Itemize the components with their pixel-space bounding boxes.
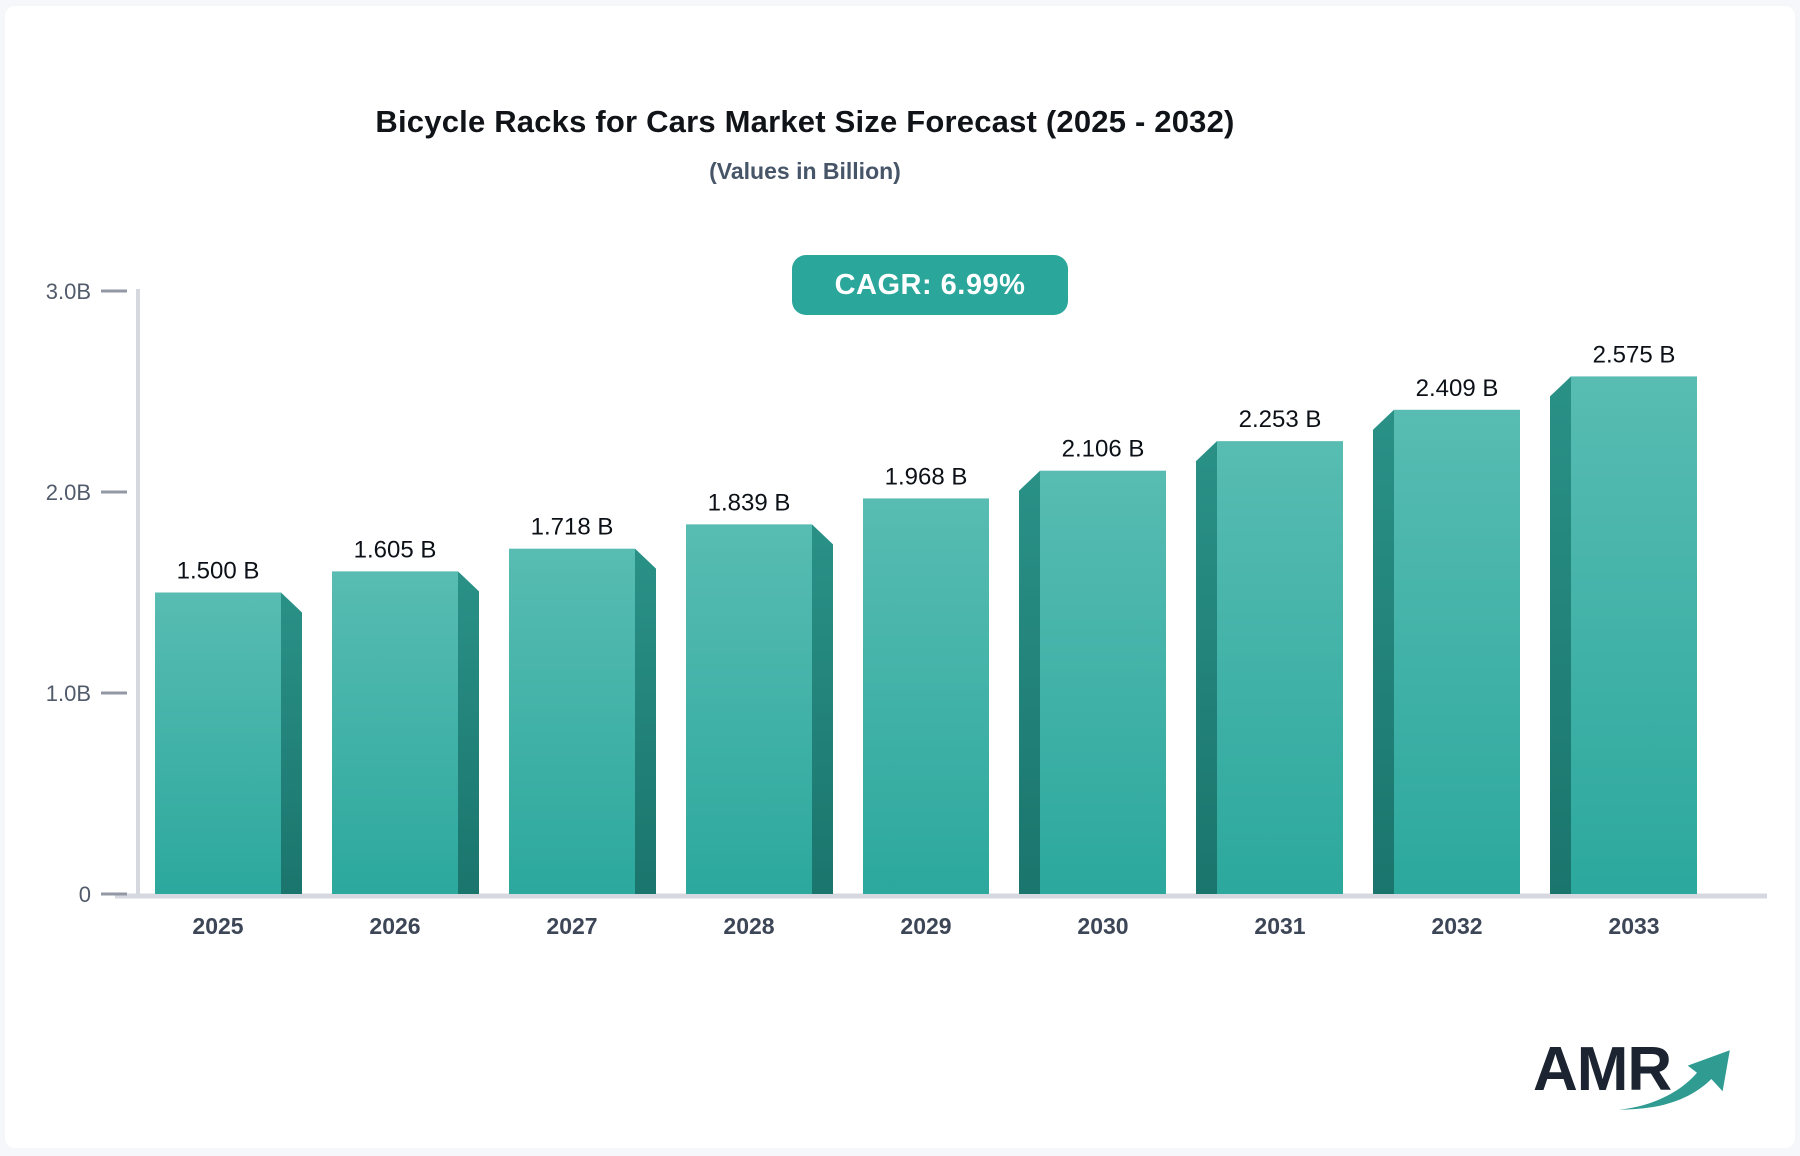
bar-side-2026 — [458, 571, 479, 894]
bar-2029 — [863, 498, 989, 894]
bar-value-label: 1.605 B — [354, 536, 437, 563]
x-axis-label: 2031 — [1254, 913, 1305, 939]
amr-logo-text: AMR — [1533, 1035, 1672, 1104]
bar-2027 — [509, 548, 635, 894]
bar-2032 — [1394, 409, 1520, 894]
x-axis-label: 2032 — [1431, 913, 1482, 939]
bars-group — [155, 376, 1697, 894]
bar-value-label: 1.968 B — [885, 463, 968, 490]
bar-2033 — [1571, 376, 1697, 894]
bar-value-label: 2.253 B — [1239, 406, 1322, 433]
bar-2030 — [1040, 470, 1166, 894]
x-axis-labels-group: 2025 2026 2027 2028 2029 2030 2031 2032 2033 — [192, 913, 1659, 939]
x-axis-label: 2028 — [723, 913, 774, 939]
amr-logo: AMR — [1533, 1034, 1763, 1129]
bar-2028 — [686, 524, 812, 894]
growth-arrow-icon — [1619, 1050, 1730, 1110]
bar-side-2033 — [1550, 376, 1571, 894]
bar-chart: 0 1.0B 2.0B 3.0B 1.500 B 1.605 B 1.718 B 1.839… — [46, 279, 1767, 939]
x-axis-label: 2027 — [546, 913, 597, 939]
chart-header: Bicycle Racks for Cars Market Size Forec… — [5, 104, 1605, 185]
y-tick-label: 1.0B — [46, 681, 91, 706]
chart-card: Bicycle Racks for Cars Market Size Forec… — [5, 6, 1795, 1148]
x-axis-label: 2025 — [192, 913, 243, 939]
bar-value-label: 1.839 B — [708, 489, 791, 516]
bar-side-2031 — [1196, 441, 1217, 894]
y-tick-label: 2.0B — [46, 480, 91, 505]
bar-value-label: 1.500 B — [177, 558, 260, 585]
y-tick-label: 3.0B — [46, 279, 91, 304]
bar-2025 — [155, 592, 281, 894]
value-labels-group: 1.500 B 1.605 B 1.718 B 1.839 B 1.968 B 2.106… — [177, 341, 1676, 584]
bar-value-label: 2.106 B — [1062, 436, 1145, 463]
y-tick-label: 0 — [79, 882, 91, 907]
x-axis-label: 2030 — [1077, 913, 1128, 939]
bar-value-label: 2.575 B — [1593, 341, 1676, 368]
y-axis-ticks: 0 1.0B 2.0B 3.0B — [46, 279, 127, 907]
chart-title: Bicycle Racks for Cars Market Size Forec… — [375, 104, 1235, 139]
x-axis-label: 2026 — [369, 913, 420, 939]
bar-value-label: 2.409 B — [1416, 375, 1499, 402]
bar-side-2025 — [281, 592, 302, 894]
x-axis-label: 2033 — [1608, 913, 1659, 939]
bar-side-2027 — [635, 548, 656, 894]
bar-2031 — [1217, 441, 1343, 894]
bar-side-2032 — [1373, 409, 1394, 894]
cagr-badge: CAGR: 6.99% — [792, 255, 1068, 315]
bar-2026 — [332, 571, 458, 894]
bar-value-label: 1.718 B — [531, 514, 614, 541]
bar-side-2030 — [1019, 470, 1040, 894]
bar-side-2028 — [812, 524, 833, 894]
x-axis-label: 2029 — [900, 913, 951, 939]
chart-subtitle: (Values in Billion) — [709, 158, 901, 184]
